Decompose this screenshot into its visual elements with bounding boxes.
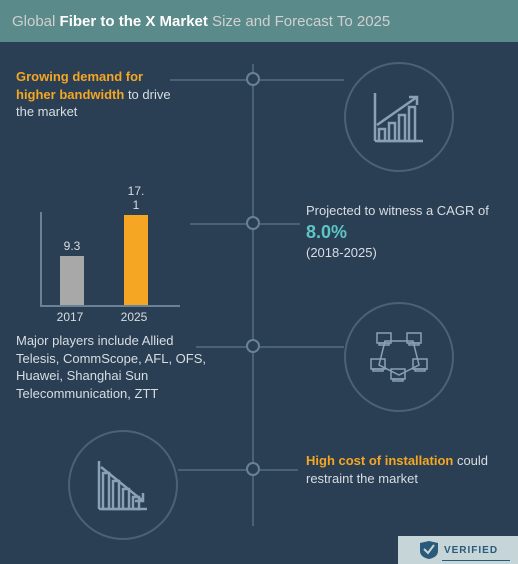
network-svg (363, 321, 435, 393)
cagr-prefix: Projected to witness a CAGR of (306, 203, 489, 218)
footer-brand: VERIFIED (444, 545, 498, 556)
branch-line (178, 469, 246, 471)
footer-underline (442, 560, 510, 561)
title-bold: Fiber to the X Market (60, 13, 208, 30)
bar-2025 (124, 215, 148, 305)
timeline-node (246, 339, 260, 353)
bar-value-2025: 17. 1 (118, 184, 154, 212)
branch-line (170, 79, 246, 81)
title-text: Global Fiber to the X Market Size and Fo… (12, 13, 390, 30)
body: Growing demand for higher bandwidth to d… (0, 42, 518, 564)
title-suffix: Size and Forecast To 2025 (208, 13, 390, 30)
check-shield-icon (418, 541, 440, 559)
network-nodes-icon (344, 302, 454, 412)
bar-2017 (60, 256, 84, 305)
cagr-period: (2018-2025) (306, 244, 496, 262)
section3-text: Major players include Allied Telesis, Co… (16, 332, 216, 402)
bar-value-2017: 9.3 (54, 239, 90, 253)
section4-highlight: High cost of installation (306, 453, 453, 468)
footer-logo: VERIFIED (398, 536, 518, 564)
branch-line (190, 223, 246, 225)
section4-text: High cost of installation could restrain… (306, 452, 496, 487)
growth-chart-icon (344, 62, 454, 172)
branch-line (260, 469, 298, 471)
title-prefix: Global (12, 13, 60, 30)
timeline-node (246, 72, 260, 86)
timeline-spine (252, 64, 254, 526)
growth-chart-svg (367, 85, 431, 149)
section1-text: Growing demand for higher bandwidth to d… (16, 68, 176, 121)
bar-label-2017: 2017 (50, 310, 90, 324)
decline-chart-icon (68, 430, 178, 540)
infographic-root: Global Fiber to the X Market Size and Fo… (0, 0, 518, 564)
branch-line (260, 346, 344, 348)
bar-chart: 9.3 17. 1 2017 2025 (20, 202, 190, 332)
branch-line (260, 223, 300, 225)
cagr-value: 8.0% (306, 222, 347, 242)
timeline-node (246, 462, 260, 476)
branch-line (260, 79, 344, 81)
decline-svg (91, 453, 155, 517)
chart-axes: 9.3 17. 1 (40, 212, 180, 307)
title-bar: Global Fiber to the X Market Size and Fo… (0, 0, 518, 42)
bar-label-2025: 2025 (114, 310, 154, 324)
section2-text: Projected to witness a CAGR of 8.0% (201… (306, 202, 496, 261)
timeline-node (246, 216, 260, 230)
